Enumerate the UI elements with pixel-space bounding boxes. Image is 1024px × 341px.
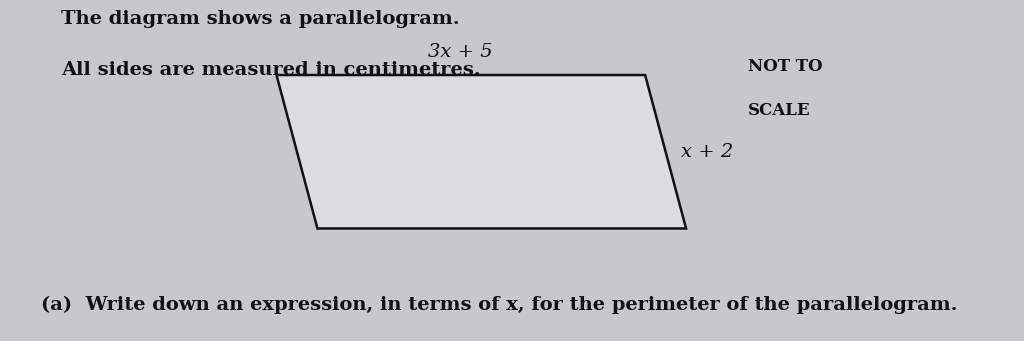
Text: (a)  Write down an expression, in terms of x, for the perimeter of the parallelo: (a) Write down an expression, in terms o…	[41, 295, 957, 314]
Text: x + 2: x + 2	[681, 143, 733, 161]
Polygon shape	[276, 75, 686, 228]
Text: SCALE: SCALE	[748, 102, 810, 119]
Text: 3x + 5: 3x + 5	[428, 43, 494, 61]
Text: All sides are measured in centimetres.: All sides are measured in centimetres.	[61, 61, 481, 79]
Text: The diagram shows a parallelogram.: The diagram shows a parallelogram.	[61, 10, 460, 28]
Text: NOT TO: NOT TO	[748, 58, 822, 75]
